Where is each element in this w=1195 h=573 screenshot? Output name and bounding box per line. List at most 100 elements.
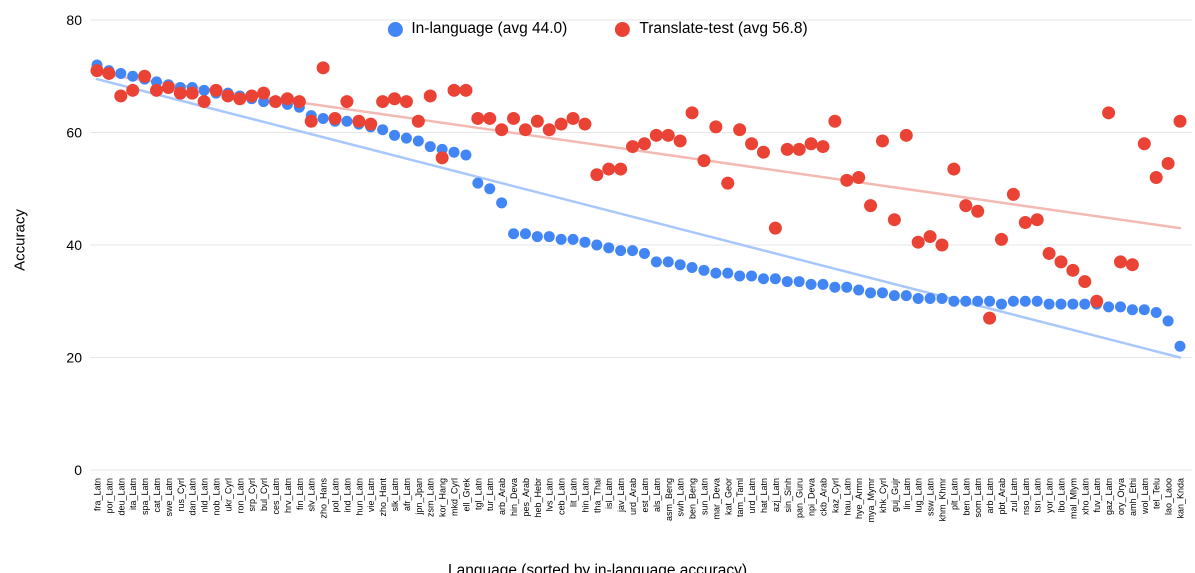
point-in-language <box>757 273 769 285</box>
point-in-language <box>424 141 436 153</box>
x-tick-label: als_Latn <box>652 478 662 512</box>
x-tick-label: jav_Latn <box>616 478 626 513</box>
x-tick-label: arb_Latn <box>985 478 995 514</box>
point-translate-test <box>864 199 878 213</box>
point-translate-test <box>935 238 949 252</box>
point-translate-test <box>185 86 199 100</box>
point-in-language <box>722 267 734 279</box>
point-translate-test <box>316 61 330 75</box>
x-tick-label: ukr_Cyrl <box>223 478 233 512</box>
point-in-language <box>341 115 353 127</box>
x-tick-label: sin_Sinh <box>783 478 793 513</box>
point-translate-test <box>1173 114 1187 128</box>
point-translate-test <box>602 162 616 176</box>
point-in-language <box>1103 301 1115 313</box>
x-tick-label: ron_Latn <box>235 478 245 514</box>
x-tick-label: gaz_Latn <box>1104 478 1114 515</box>
point-in-language <box>829 281 841 293</box>
x-tick-label: cat_Latn <box>152 478 162 513</box>
x-tick-label: spa_Latn <box>140 478 150 515</box>
chart-legend: In-language (avg 44.0) Translate-test (a… <box>387 20 808 38</box>
point-translate-test <box>1113 255 1127 269</box>
point-translate-test <box>756 145 770 159</box>
point-in-language <box>317 112 329 124</box>
point-in-language <box>865 287 877 299</box>
point-translate-test <box>197 95 211 109</box>
point-translate-test <box>364 117 378 131</box>
legend-label-in-language: In-language (avg 44.0) <box>411 20 568 37</box>
x-tick-label: zsm_Latn <box>426 478 436 517</box>
point-in-language <box>650 256 662 268</box>
x-tick-label: deu_Latn <box>116 478 126 516</box>
point-translate-test <box>780 142 794 156</box>
point-translate-test <box>1090 294 1104 308</box>
x-tick-label: guj_Gujr <box>890 478 900 512</box>
point-translate-test <box>1102 106 1116 120</box>
x-tick-label: zho_Hans <box>319 478 329 519</box>
point-translate-test <box>792 142 806 156</box>
point-translate-test <box>292 95 306 109</box>
point-translate-test <box>161 81 175 94</box>
x-tick-label: tsn_Latn <box>1033 478 1043 513</box>
x-tick-label: srp_Cyrl <box>247 478 257 512</box>
point-translate-test <box>971 204 985 218</box>
point-in-language <box>1174 340 1186 352</box>
x-tick-label: slk_Latn <box>390 478 400 512</box>
x-tick-label: fin_Latn <box>295 478 305 510</box>
point-in-language <box>603 242 615 254</box>
x-tick-label: fuv_Latn <box>1092 478 1102 513</box>
point-in-language <box>817 278 829 290</box>
point-in-language <box>591 239 603 251</box>
point-translate-test <box>840 173 854 187</box>
point-in-language <box>734 270 746 282</box>
x-tick-label: hau_Latn <box>842 478 852 516</box>
point-in-language <box>1126 304 1138 316</box>
point-in-language <box>472 177 484 189</box>
point-in-language <box>555 233 567 245</box>
point-in-language <box>960 295 972 307</box>
point-translate-test <box>221 89 235 103</box>
point-in-language <box>377 124 389 136</box>
point-translate-test <box>114 89 128 103</box>
point-in-language <box>781 276 793 288</box>
point-translate-test <box>947 162 961 176</box>
point-translate-test <box>959 199 973 213</box>
x-tick-label: bul_Cyrl <box>259 478 269 511</box>
point-translate-test <box>376 95 390 109</box>
x-tick-label: ory_Orya <box>1116 478 1126 515</box>
x-tick-label: amh_Ethi <box>1128 478 1138 516</box>
x-tick-label: pan_Guru <box>795 478 805 518</box>
point-translate-test <box>649 128 663 142</box>
point-translate-test <box>578 117 592 131</box>
x-tick-label: por_Latn <box>104 478 114 514</box>
point-in-language <box>995 298 1007 310</box>
x-tick-label: sun_Latn <box>699 478 709 515</box>
point-translate-test <box>471 111 485 125</box>
point-in-language <box>543 231 555 243</box>
x-tick-label: ben_Latn <box>961 478 971 516</box>
x-tick-label: isl_Latn <box>604 478 614 509</box>
x-tick-label: tel_Telu <box>1152 478 1162 509</box>
point-in-language <box>948 295 960 307</box>
x-tick-label: hin_Deva <box>509 478 519 516</box>
x-tick-label: pbt_Arab <box>997 478 1007 515</box>
x-tick-label: tur_Latn <box>485 478 495 511</box>
legend-dot-in-language-icon <box>387 21 403 37</box>
point-in-language <box>389 129 401 141</box>
point-translate-test <box>852 171 866 184</box>
x-tick-label: nld_Latn <box>200 478 210 513</box>
x-tick-label: mya_Mymr <box>866 478 876 523</box>
x-tick-label: swh_Latn <box>676 478 686 517</box>
point-translate-test <box>614 162 628 176</box>
x-tick-label: pes_Arab <box>521 478 531 517</box>
x-tick-label: tha_Thai <box>592 478 602 513</box>
point-in-language <box>127 70 139 82</box>
legend-item-in-language: In-language (avg 44.0) <box>387 20 567 38</box>
point-in-language <box>508 228 520 240</box>
point-translate-test <box>816 140 830 154</box>
point-in-language <box>686 262 698 273</box>
legend-dot-translate-test-icon <box>615 21 631 37</box>
point-in-language <box>876 287 888 299</box>
x-tick-label: lug_Latn <box>914 478 924 513</box>
point-translate-test <box>435 151 449 165</box>
